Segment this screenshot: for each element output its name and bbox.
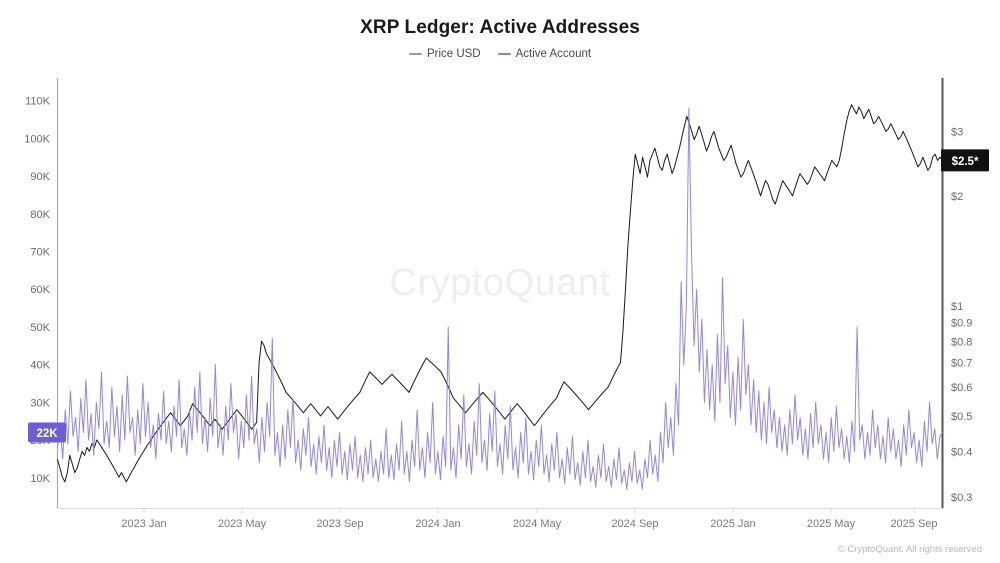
y-tick-left-8: 30K bbox=[30, 397, 50, 409]
legend-swatch-price-usd bbox=[408, 53, 422, 55]
y-tick-right-9: $0.3 bbox=[951, 492, 972, 504]
badge-bg-active-account bbox=[28, 422, 66, 443]
legend-label-active-account: Active Account bbox=[515, 48, 592, 60]
y-tick-right-1: $2 bbox=[951, 191, 963, 203]
y-axis-right: $3 $2 $1 $0.9 $0.8 $0.7 $0.6 $0.5 $0.4 $0.3 bbox=[951, 126, 972, 504]
status-badge-active-account: 22K bbox=[28, 422, 66, 443]
badge-label-price: $2.5* bbox=[952, 156, 979, 168]
x-tick-label-6: 2025 Jan bbox=[710, 518, 755, 530]
y-tick-left-4: 70K bbox=[30, 247, 50, 259]
y-tick-right-8: $0.4 bbox=[951, 446, 972, 458]
legend-swatch-active-account bbox=[497, 53, 511, 55]
y-tick-right-0: $3 bbox=[951, 126, 963, 138]
y-tick-right-4: $0.8 bbox=[951, 336, 972, 348]
chart-legend: Price USD Active Account bbox=[0, 48, 1000, 60]
y-tick-right-2: $1 bbox=[951, 301, 963, 313]
y-tick-left-3: 80K bbox=[30, 209, 50, 221]
x-tick-label-7: 2025 May bbox=[807, 518, 856, 530]
series-line-active-account bbox=[57, 107, 943, 490]
x-axis: 2023 Jan 2023 May 2023 Sep 2024 Jan 2024 May… bbox=[121, 508, 938, 530]
x-tick-label-2: 2023 Sep bbox=[316, 518, 363, 530]
y-tick-left-2: 90K bbox=[30, 171, 50, 183]
x-tick-label-4: 2024 May bbox=[513, 518, 562, 530]
page-title: XRP Ledger: Active Addresses bbox=[360, 17, 640, 38]
x-tick-label-1: 2023 May bbox=[218, 518, 267, 530]
y-tick-right-6: $0.6 bbox=[951, 382, 972, 394]
x-tick-label-5: 2024 Sep bbox=[611, 518, 658, 530]
y-tick-left-0: 110K bbox=[25, 96, 51, 108]
legend-label-price-usd: Price USD bbox=[426, 48, 481, 60]
y-tick-right-3: $0.9 bbox=[951, 318, 972, 330]
y-tick-left-7: 40K bbox=[30, 360, 50, 372]
y-tick-right-7: $0.5 bbox=[951, 411, 972, 423]
status-badge-price: $2.5* bbox=[941, 149, 989, 172]
footer-credit: © CryptoQuant. All rights reserved bbox=[837, 544, 982, 555]
x-tick-label-0: 2023 Jan bbox=[121, 518, 166, 530]
y-tick-right-5: $0.7 bbox=[951, 358, 972, 370]
badge-label-active-account: 22K bbox=[36, 428, 58, 440]
y-tick-left-6: 50K bbox=[30, 322, 50, 334]
y-tick-left-1: 100K bbox=[24, 133, 50, 145]
badge-bg-price bbox=[941, 149, 989, 172]
legend-item-active-account[interactable]: Active Account bbox=[497, 48, 592, 60]
y-tick-left-10: 10K bbox=[30, 473, 50, 485]
x-tick-label-8: 2025 Sep bbox=[890, 518, 937, 530]
x-tick-label-3: 2024 Jan bbox=[415, 518, 460, 530]
legend-item-price-usd[interactable]: Price USD bbox=[408, 48, 481, 60]
y-tick-left-5: 60K bbox=[30, 284, 50, 296]
